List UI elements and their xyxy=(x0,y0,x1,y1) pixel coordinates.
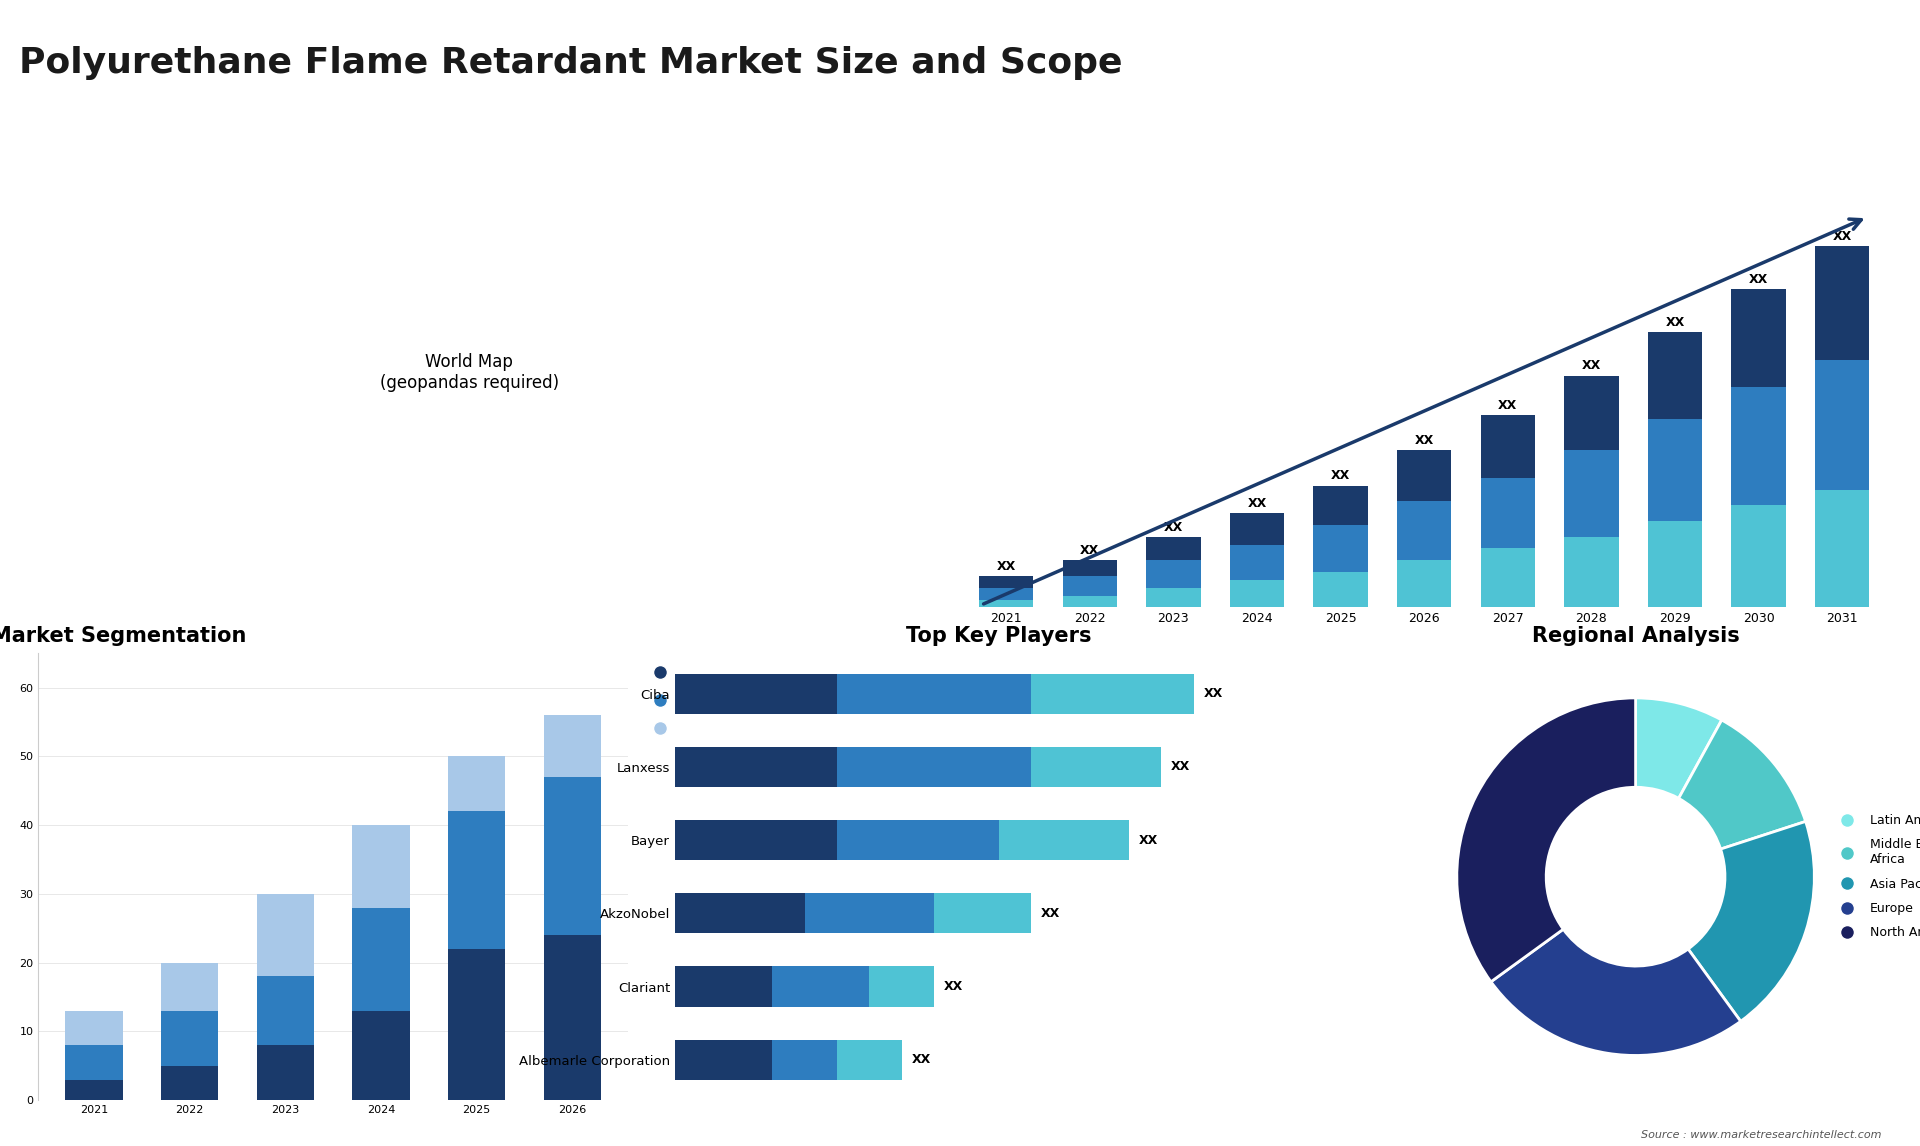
Bar xyxy=(837,674,1031,714)
Text: Market Segmentation: Market Segmentation xyxy=(0,626,246,646)
Bar xyxy=(676,893,804,934)
Bar xyxy=(1480,549,1534,607)
Title: Regional Analysis: Regional Analysis xyxy=(1532,626,1740,646)
Bar xyxy=(1031,674,1194,714)
Legend: Latin America, Middle East &
Africa, Asia Pacific, Europe, North America: Latin America, Middle East & Africa, Asi… xyxy=(1830,809,1920,944)
Text: XX: XX xyxy=(1834,230,1853,243)
Bar xyxy=(1231,513,1284,544)
Text: XX: XX xyxy=(1749,273,1768,286)
Bar xyxy=(1565,376,1619,450)
Text: XX: XX xyxy=(1331,470,1350,482)
Text: Source : www.marketresearchintellect.com: Source : www.marketresearchintellect.com xyxy=(1642,1130,1882,1140)
Bar xyxy=(837,747,1031,787)
Bar xyxy=(1814,489,1870,607)
Text: XX: XX xyxy=(1041,906,1060,920)
Bar xyxy=(65,1045,123,1080)
Bar xyxy=(543,935,601,1100)
Wedge shape xyxy=(1678,720,1805,849)
Bar xyxy=(1313,572,1367,607)
Wedge shape xyxy=(1457,698,1636,982)
Bar xyxy=(979,576,1033,588)
Bar xyxy=(676,966,772,1006)
Text: XX: XX xyxy=(912,1053,931,1066)
Bar xyxy=(676,747,837,787)
Bar xyxy=(837,1039,902,1080)
Bar xyxy=(1146,560,1200,588)
Text: XX: XX xyxy=(1248,497,1267,510)
Bar xyxy=(257,894,315,976)
Bar xyxy=(676,819,837,861)
Bar xyxy=(1732,289,1786,387)
Text: World Map
(geopandas required): World Map (geopandas required) xyxy=(380,353,559,392)
Bar xyxy=(351,825,409,908)
Bar xyxy=(1313,525,1367,572)
Bar xyxy=(1814,360,1870,489)
Bar xyxy=(676,674,837,714)
Bar xyxy=(935,893,1031,934)
Bar xyxy=(1647,521,1703,607)
Bar xyxy=(1480,478,1534,549)
Bar xyxy=(447,811,505,949)
Bar xyxy=(804,893,935,934)
Bar xyxy=(351,908,409,1011)
Text: XX: XX xyxy=(1204,688,1223,700)
Bar xyxy=(772,1039,837,1080)
Bar xyxy=(1398,450,1452,501)
Bar xyxy=(1732,387,1786,505)
Bar xyxy=(65,1080,123,1100)
Text: XX: XX xyxy=(1171,761,1190,774)
Bar xyxy=(676,1039,772,1080)
Bar xyxy=(1398,560,1452,607)
Bar xyxy=(1647,418,1703,521)
Bar xyxy=(772,966,870,1006)
Text: XX: XX xyxy=(1415,434,1434,447)
Text: XX: XX xyxy=(1081,544,1100,557)
Text: XX: XX xyxy=(1582,360,1601,372)
Bar xyxy=(1313,486,1367,525)
Bar xyxy=(1647,332,1703,418)
Bar xyxy=(257,976,315,1045)
Bar xyxy=(1231,580,1284,607)
Bar xyxy=(1146,588,1200,607)
Bar xyxy=(65,1011,123,1045)
Bar xyxy=(1062,560,1117,576)
Bar xyxy=(979,588,1033,599)
Bar xyxy=(1732,505,1786,607)
Bar xyxy=(870,966,935,1006)
Bar xyxy=(998,819,1129,861)
Title: Top Key Players: Top Key Players xyxy=(906,626,1092,646)
Text: XX: XX xyxy=(945,980,964,992)
Legend: Type, Application, Geography: Type, Application, Geography xyxy=(641,660,764,741)
Bar xyxy=(1565,536,1619,607)
Wedge shape xyxy=(1688,822,1814,1021)
Bar xyxy=(837,819,998,861)
Bar xyxy=(447,756,505,811)
Bar xyxy=(543,777,601,935)
Text: XX: XX xyxy=(1139,833,1158,847)
Bar xyxy=(1565,450,1619,536)
Text: XX: XX xyxy=(1665,316,1684,329)
Bar xyxy=(161,963,219,1011)
Bar xyxy=(447,949,505,1100)
Bar xyxy=(257,1045,315,1100)
Wedge shape xyxy=(1636,698,1722,799)
Text: XX: XX xyxy=(1498,399,1517,411)
Bar xyxy=(543,715,601,777)
Bar xyxy=(1031,747,1162,787)
Bar xyxy=(1398,501,1452,560)
Text: XX: XX xyxy=(1164,520,1183,534)
Bar xyxy=(161,1011,219,1066)
Bar xyxy=(1062,596,1117,607)
Text: XX: XX xyxy=(996,559,1016,573)
Bar xyxy=(1146,536,1200,560)
Bar xyxy=(1814,246,1870,360)
Wedge shape xyxy=(1492,929,1741,1055)
Bar xyxy=(1231,544,1284,580)
Bar xyxy=(351,1011,409,1100)
Text: Polyurethane Flame Retardant Market Size and Scope: Polyurethane Flame Retardant Market Size… xyxy=(19,46,1123,80)
Bar xyxy=(979,599,1033,607)
Bar xyxy=(1062,576,1117,596)
Bar xyxy=(1480,415,1534,478)
Bar xyxy=(161,1066,219,1100)
